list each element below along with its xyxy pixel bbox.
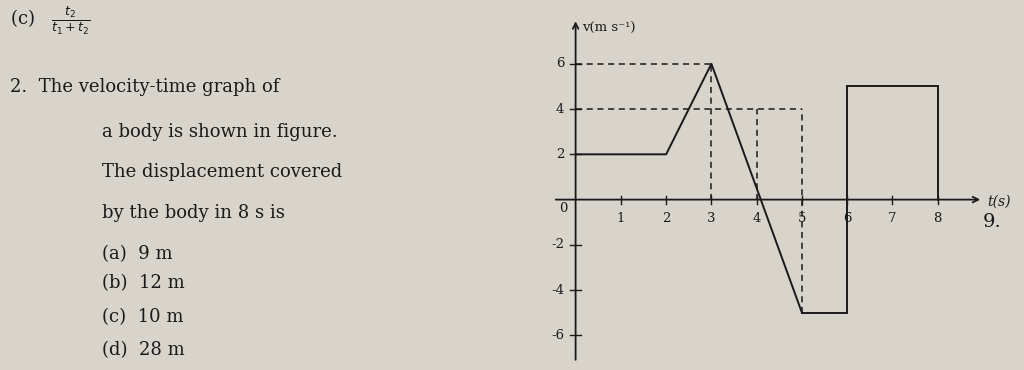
- Text: -6: -6: [551, 329, 564, 342]
- Text: 8: 8: [934, 212, 942, 225]
- Text: 6: 6: [843, 212, 852, 225]
- Text: v(m s⁻¹): v(m s⁻¹): [583, 22, 636, 35]
- Text: 3: 3: [708, 212, 716, 225]
- Text: 9.: 9.: [983, 213, 1001, 231]
- Text: 5: 5: [798, 212, 806, 225]
- Text: 2.  The velocity-time graph of: 2. The velocity-time graph of: [10, 78, 280, 96]
- Text: by the body in 8 s is: by the body in 8 s is: [102, 204, 286, 222]
- Text: -4: -4: [551, 284, 564, 297]
- Text: 1: 1: [616, 212, 625, 225]
- Text: -2: -2: [551, 238, 564, 251]
- Text: 2: 2: [662, 212, 671, 225]
- Text: (d)  28 m: (d) 28 m: [102, 341, 185, 359]
- Text: 0: 0: [559, 202, 567, 215]
- Text: 2: 2: [556, 148, 564, 161]
- Text: 4: 4: [556, 102, 564, 115]
- Text: 4: 4: [753, 212, 761, 225]
- Text: 6: 6: [556, 57, 564, 70]
- Text: (a)  9 m: (a) 9 m: [102, 245, 173, 263]
- Text: (c)  10 m: (c) 10 m: [102, 307, 184, 326]
- Text: The displacement covered: The displacement covered: [102, 163, 343, 181]
- Text: (b)  12 m: (b) 12 m: [102, 274, 185, 292]
- Text: 7: 7: [888, 212, 897, 225]
- Text: t(s): t(s): [987, 195, 1011, 209]
- Text: a body is shown in figure.: a body is shown in figure.: [102, 122, 338, 141]
- Text: (c)   $\frac{t_2}{t_1+t_2}$: (c) $\frac{t_2}{t_1+t_2}$: [10, 5, 91, 37]
